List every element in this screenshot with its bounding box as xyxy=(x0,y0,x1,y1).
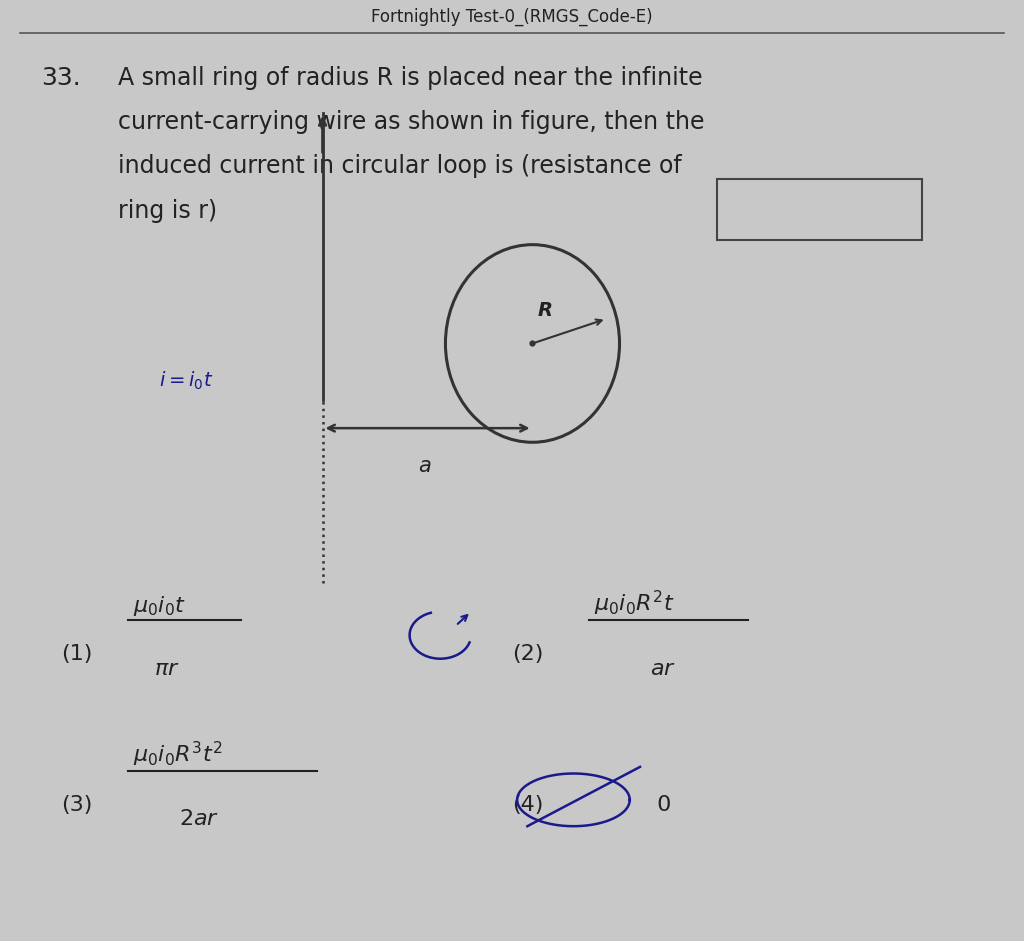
Text: 33.: 33. xyxy=(41,66,81,90)
Text: 0: 0 xyxy=(650,794,672,815)
Text: (3): (3) xyxy=(61,794,93,815)
Text: Fortnightly Test-0_(RMGS_Code-E): Fortnightly Test-0_(RMGS_Code-E) xyxy=(371,8,653,26)
Text: ring is r): ring is r) xyxy=(118,199,217,223)
Text: $2ar$: $2ar$ xyxy=(179,809,219,829)
Text: (2): (2) xyxy=(512,644,544,664)
Text: $R << a$: $R << a$ xyxy=(782,199,856,219)
Text: $\mu_0 i_0 R^2 t$: $\mu_0 i_0 R^2 t$ xyxy=(594,589,675,618)
Text: $\pi r$: $\pi r$ xyxy=(154,659,179,678)
Text: A small ring of radius R is placed near the infinite: A small ring of radius R is placed near … xyxy=(118,66,702,90)
Text: induced current in circular loop is (resistance of: induced current in circular loop is (res… xyxy=(118,154,682,179)
Text: $\mu_0 i_0 t$: $\mu_0 i_0 t$ xyxy=(133,594,186,618)
Text: a: a xyxy=(419,456,431,476)
Text: $i = i_0 t$: $i = i_0 t$ xyxy=(159,370,213,392)
Text: R: R xyxy=(538,301,553,320)
Bar xyxy=(717,179,922,240)
Text: $\mu_0 i_0 R^3 t^2$: $\mu_0 i_0 R^3 t^2$ xyxy=(133,740,222,769)
Text: (4): (4) xyxy=(512,794,544,815)
Text: $ar$: $ar$ xyxy=(650,659,676,678)
Text: current-carrying wire as shown in figure, then the: current-carrying wire as shown in figure… xyxy=(118,110,705,135)
Text: (1): (1) xyxy=(61,644,93,664)
